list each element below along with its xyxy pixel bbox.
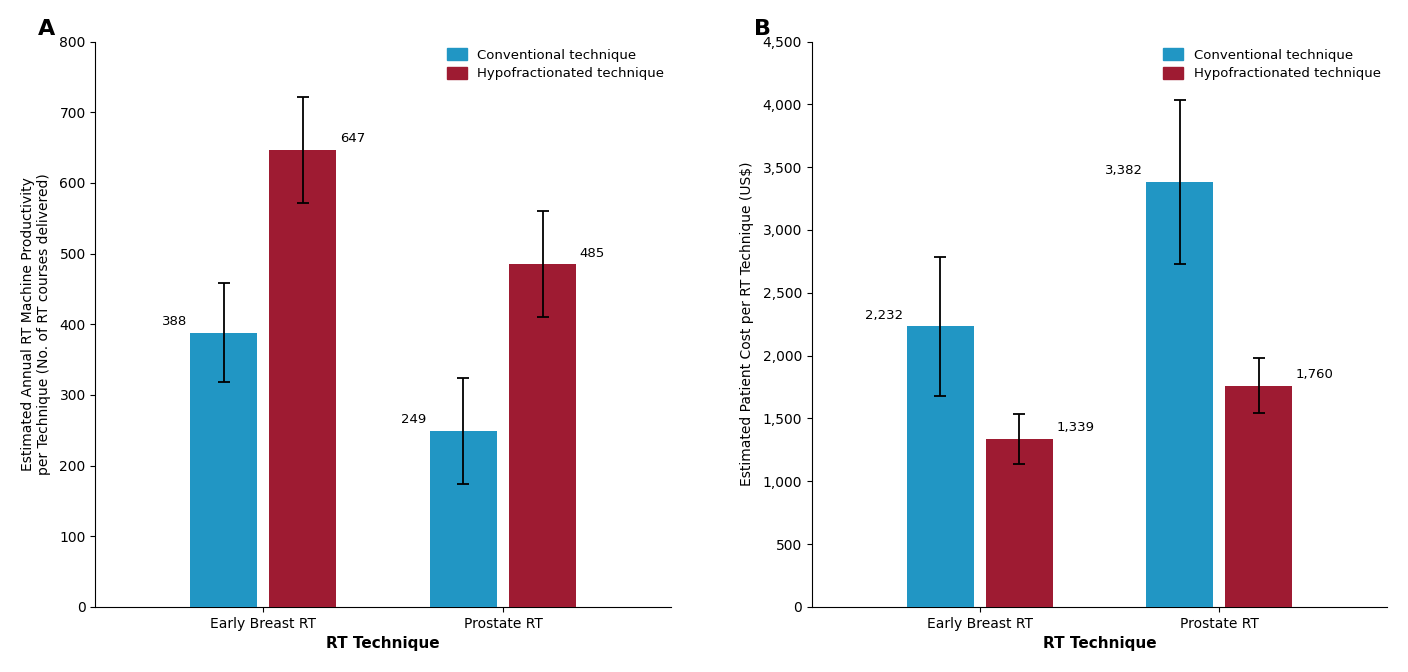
Text: A: A xyxy=(38,19,55,39)
Bar xyxy=(986,439,1053,607)
Bar xyxy=(429,431,497,607)
Text: B: B xyxy=(755,19,772,39)
Text: 485: 485 xyxy=(580,247,604,259)
Bar xyxy=(269,150,337,607)
Text: 647: 647 xyxy=(339,132,365,145)
Bar xyxy=(1225,386,1293,607)
Text: 2,232: 2,232 xyxy=(865,309,903,322)
Bar xyxy=(907,327,974,607)
Bar xyxy=(1146,182,1214,607)
Text: 3,382: 3,382 xyxy=(1105,165,1143,177)
Y-axis label: Estimated Patient Cost per RT Technique (US$): Estimated Patient Cost per RT Technique … xyxy=(741,162,755,487)
Bar xyxy=(190,333,258,607)
Legend: Conventional technique, Hypofractionated technique: Conventional technique, Hypofractionated… xyxy=(1163,48,1381,80)
Text: 249: 249 xyxy=(401,413,427,427)
Text: 1,339: 1,339 xyxy=(1056,421,1094,434)
Text: 388: 388 xyxy=(162,315,187,328)
X-axis label: RT Technique: RT Technique xyxy=(327,636,439,651)
Legend: Conventional technique, Hypofractionated technique: Conventional technique, Hypofractionated… xyxy=(446,48,665,80)
Y-axis label: Estimated Annual RT Machine Productivity
per Technique (No. of RT courses delive: Estimated Annual RT Machine Productivity… xyxy=(21,173,51,475)
Bar xyxy=(510,264,576,607)
X-axis label: RT Technique: RT Technique xyxy=(1043,636,1156,651)
Text: 1,760: 1,760 xyxy=(1295,368,1333,381)
